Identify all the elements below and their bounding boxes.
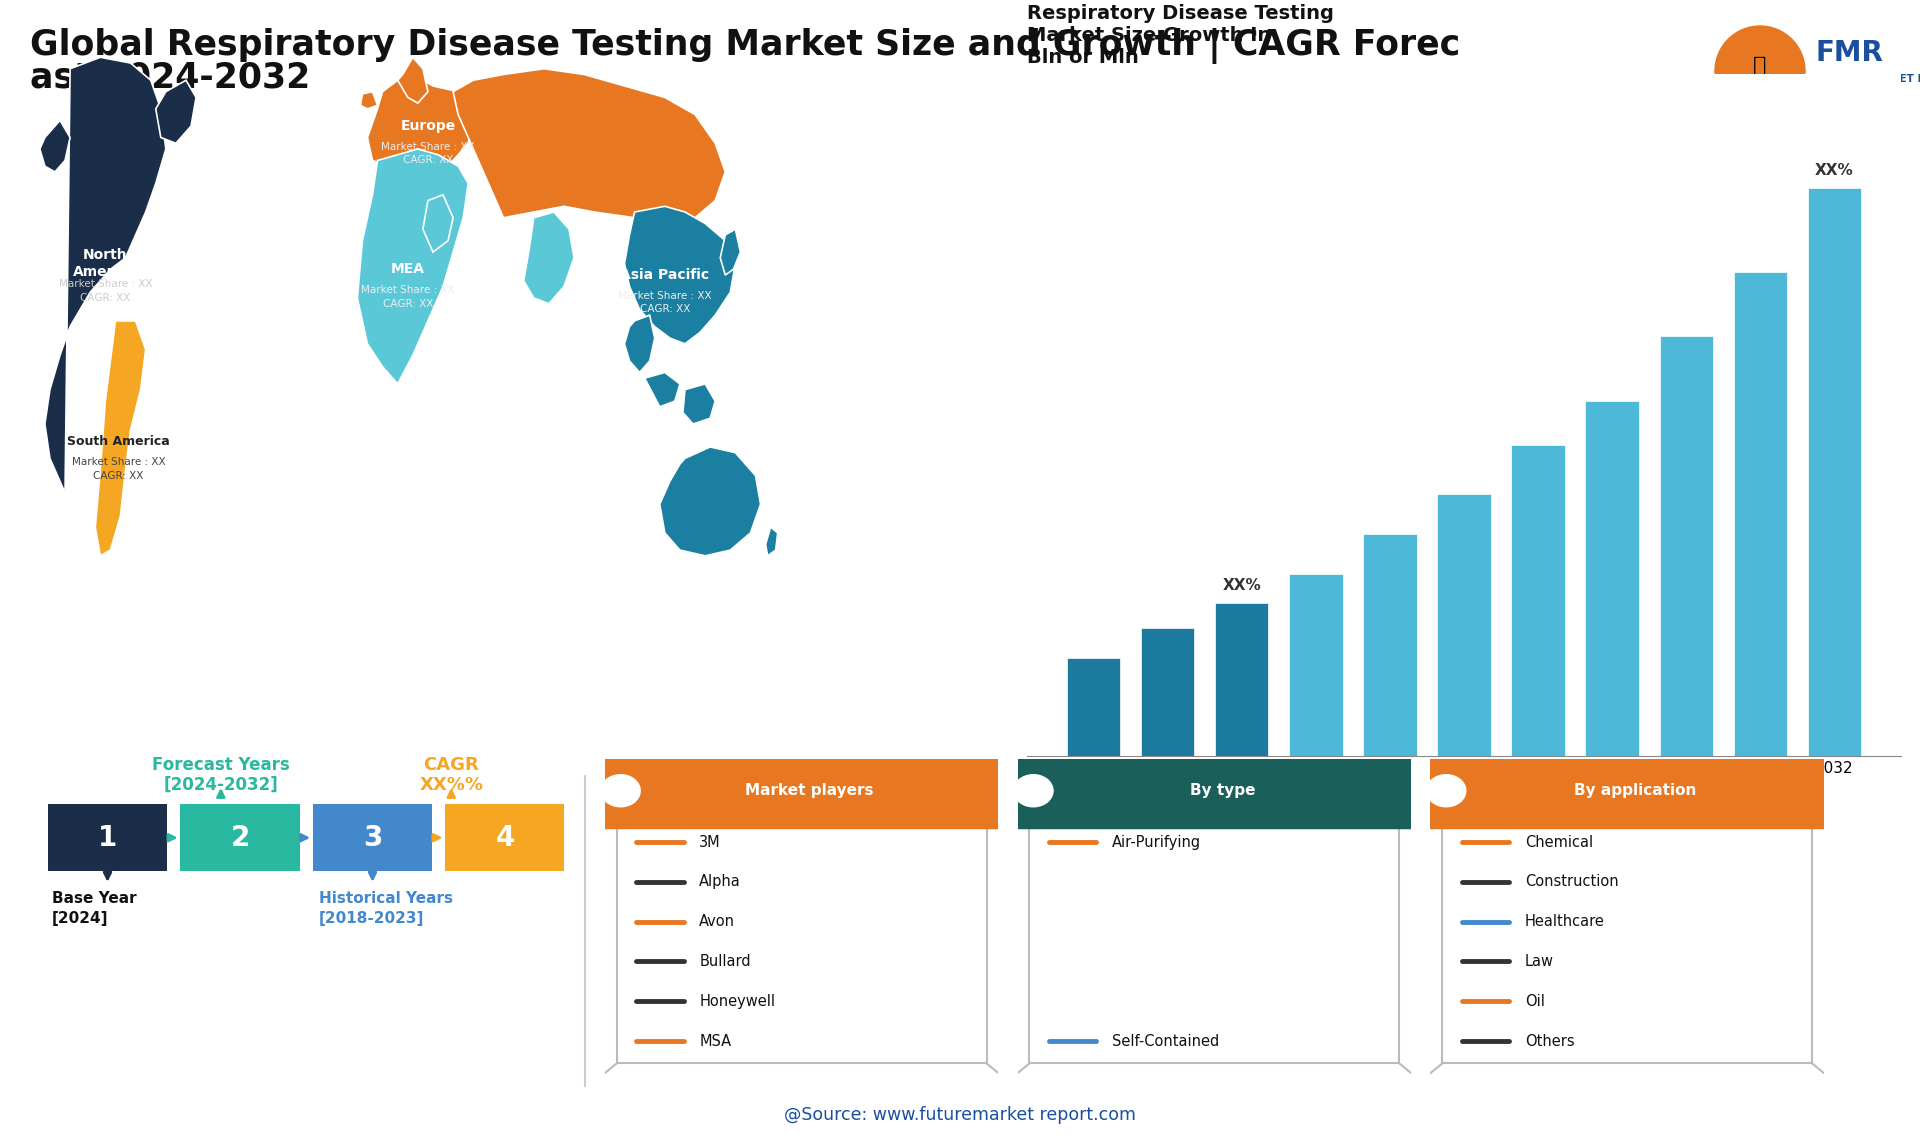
- Text: [2024-2032]: [2024-2032]: [163, 776, 278, 794]
- Text: FMR: FMR: [1814, 39, 1884, 66]
- Text: Air-Purifying: Air-Purifying: [1112, 834, 1202, 849]
- Circle shape: [1427, 775, 1465, 807]
- FancyBboxPatch shape: [589, 752, 1014, 830]
- Text: 3: 3: [363, 824, 382, 851]
- Polygon shape: [720, 229, 741, 275]
- Bar: [1511, 445, 1565, 756]
- FancyBboxPatch shape: [445, 804, 564, 871]
- Polygon shape: [156, 80, 196, 143]
- Text: @Source: www.futuremarket report.com: @Source: www.futuremarket report.com: [783, 1106, 1137, 1124]
- Polygon shape: [361, 92, 378, 109]
- Polygon shape: [40, 120, 69, 172]
- Polygon shape: [96, 321, 146, 556]
- Polygon shape: [524, 212, 574, 304]
- Polygon shape: [397, 57, 428, 103]
- Text: Avon: Avon: [699, 915, 735, 929]
- Circle shape: [601, 775, 639, 807]
- Polygon shape: [624, 206, 735, 344]
- Text: Others: Others: [1524, 1034, 1574, 1049]
- Text: ast 2024-2032: ast 2024-2032: [31, 61, 311, 95]
- Polygon shape: [367, 74, 474, 166]
- Text: CAGR: XX: CAGR: XX: [94, 471, 144, 480]
- Text: By application: By application: [1574, 783, 1695, 799]
- Text: Asia Pacific: Asia Pacific: [620, 268, 708, 282]
- Text: Chemical: Chemical: [1524, 834, 1594, 849]
- Text: 4: 4: [495, 824, 515, 851]
- Text: Market Share : XX: Market Share : XX: [71, 457, 165, 466]
- Text: 1: 1: [98, 824, 117, 851]
- Text: CAGR: XX: CAGR: XX: [639, 305, 689, 314]
- Text: Global Respiratory Disease Testing Market Size and Growth | CAGR Forec: Global Respiratory Disease Testing Marke…: [31, 28, 1461, 64]
- Polygon shape: [645, 372, 680, 407]
- Bar: [1215, 603, 1269, 756]
- Text: Healthcare: Healthcare: [1524, 915, 1605, 929]
- Text: XX%%: XX%%: [419, 776, 484, 794]
- Text: Respiratory Disease Testing
Market Size Growth In
Bln or Mln: Respiratory Disease Testing Market Size …: [1027, 5, 1334, 68]
- Bar: [1586, 401, 1640, 756]
- Circle shape: [1014, 775, 1052, 807]
- Bar: [1734, 272, 1788, 756]
- Circle shape: [1715, 26, 1805, 116]
- Bar: [1438, 494, 1490, 756]
- Polygon shape: [660, 447, 760, 556]
- FancyBboxPatch shape: [313, 804, 432, 871]
- Text: North
America: North America: [73, 249, 138, 278]
- Text: Construction: Construction: [1524, 874, 1619, 889]
- Bar: [1288, 573, 1342, 756]
- Text: 3M: 3M: [699, 834, 720, 849]
- Text: FUTURE MARKET REPORT: FUTURE MARKET REPORT: [1814, 74, 1920, 84]
- Text: MEA: MEA: [392, 262, 424, 276]
- Text: Forecast Years: Forecast Years: [152, 756, 290, 775]
- Bar: [1363, 534, 1417, 756]
- Text: CAGR: XX: CAGR: XX: [382, 299, 432, 308]
- Polygon shape: [453, 69, 726, 223]
- Text: CAGR: XX: CAGR: XX: [403, 156, 453, 165]
- FancyBboxPatch shape: [48, 804, 167, 871]
- Bar: [1140, 628, 1194, 756]
- Text: CAGR: CAGR: [422, 756, 480, 775]
- Text: Law: Law: [1524, 953, 1553, 970]
- Bar: [1068, 658, 1119, 756]
- Text: Alpha: Alpha: [699, 874, 741, 889]
- Text: Base Year: Base Year: [52, 892, 136, 906]
- FancyBboxPatch shape: [1415, 752, 1839, 830]
- Polygon shape: [684, 384, 714, 424]
- Text: Market Share : XX: Market Share : XX: [380, 142, 474, 151]
- Polygon shape: [422, 195, 453, 252]
- Text: South America: South America: [67, 434, 169, 448]
- Text: [2018-2023]: [2018-2023]: [319, 911, 424, 926]
- Text: Historical Years: Historical Years: [319, 892, 453, 906]
- Polygon shape: [624, 315, 655, 372]
- Text: Bullard: Bullard: [699, 953, 751, 970]
- Text: [2024]: [2024]: [52, 911, 108, 926]
- Text: Oil: Oil: [1524, 994, 1546, 1008]
- Text: Europe: Europe: [399, 119, 455, 133]
- Text: MSA: MSA: [699, 1034, 732, 1049]
- Text: 👤: 👤: [1753, 56, 1766, 76]
- Bar: [1659, 337, 1713, 756]
- FancyBboxPatch shape: [1002, 752, 1427, 830]
- Text: Market Share : XX: Market Share : XX: [618, 291, 712, 300]
- Text: Market players: Market players: [745, 783, 874, 799]
- Polygon shape: [766, 527, 778, 556]
- Text: Honeywell: Honeywell: [699, 994, 776, 1008]
- Bar: [1809, 188, 1860, 756]
- Text: By type: By type: [1190, 783, 1256, 799]
- Text: Market Share : XX: Market Share : XX: [361, 285, 455, 295]
- Text: XX%: XX%: [1223, 579, 1261, 594]
- Text: CAGR: XX: CAGR: XX: [81, 293, 131, 303]
- Text: 2: 2: [230, 824, 250, 851]
- Text: Market Share : XX: Market Share : XX: [58, 280, 152, 289]
- Polygon shape: [44, 57, 165, 493]
- Text: XX%: XX%: [1814, 163, 1855, 179]
- Text: Self-Contained: Self-Contained: [1112, 1034, 1219, 1049]
- Polygon shape: [357, 149, 468, 384]
- FancyBboxPatch shape: [180, 804, 300, 871]
